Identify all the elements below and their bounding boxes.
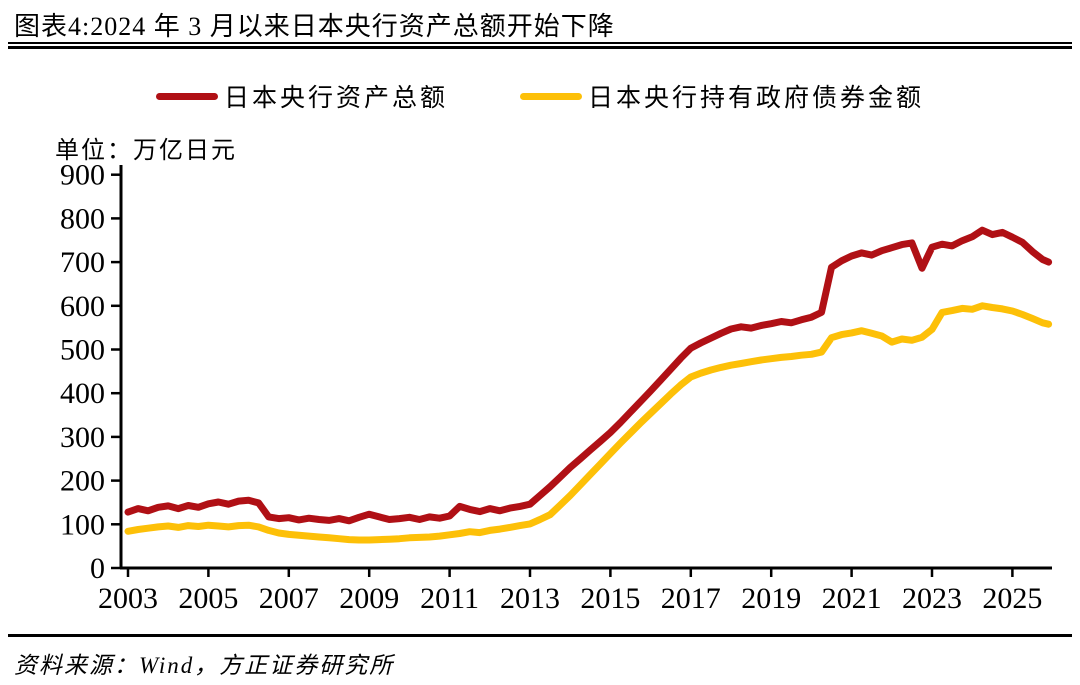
x-axis-tick-label: 2017 (661, 582, 721, 615)
x-axis-tick-label: 2023 (902, 582, 962, 615)
legend-item-total-assets: 日本央行资产总额 (155, 78, 448, 114)
x-axis-tick-label: 2015 (580, 582, 640, 615)
x-axis-tick-label: 2013 (500, 582, 560, 615)
y-axis-tick-label: 100 (60, 508, 105, 541)
y-axis-tick-label: 400 (60, 377, 105, 410)
x-axis-tick-label: 2019 (741, 582, 801, 615)
y-axis-tick-label: 300 (60, 421, 105, 454)
legend-swatch-jgb-holdings (520, 92, 582, 100)
y-axis-tick-label: 700 (60, 246, 105, 279)
x-axis-tick-label: 2007 (259, 582, 319, 615)
legend-item-jgb-holdings: 日本央行持有政府债券金额 (520, 78, 924, 114)
x-axis-tick-label: 2005 (178, 582, 238, 615)
unit-label: 单位：万亿日元 (55, 138, 237, 164)
y-axis-tick-label: 0 (90, 552, 105, 585)
series-line-total-assets (124, 226, 1053, 525)
legend-swatch-total-assets (155, 92, 218, 100)
line-chart: 0 100 200 300 400 500 600 700 800 900 2003 2005 2007… (60, 159, 1053, 615)
legend: 日本央行资产总额 日本央行持有政府债券金额 (0, 78, 1080, 114)
title-separator (8, 42, 1072, 49)
x-axis-tick-label: 2009 (339, 582, 399, 615)
legend-label-total-assets: 日本央行资产总额 (223, 85, 448, 112)
y-axis-tick-label: 900 (60, 159, 105, 192)
source-note: 资料来源：Wind，方正证券研究所 (14, 653, 395, 678)
series-line-jgb-holdings (124, 302, 1053, 544)
x-axis-tick-label: 2025 (982, 582, 1042, 615)
y-axis-tick-label: 200 (60, 465, 105, 498)
footer-separator (8, 634, 1072, 637)
legend-label-jgb-holdings: 日本央行持有政府债券金额 (588, 85, 925, 112)
x-axis-tick-label: 2011 (420, 582, 479, 615)
x-axis-tick-label: 2021 (822, 582, 882, 615)
figure-title: 图表4:2024 年 3 月以来日本央行资产总额开始下降 (14, 12, 615, 41)
y-axis-tick-label: 800 (60, 202, 105, 235)
y-axis-tick-label: 600 (60, 290, 105, 323)
x-axis-tick-label: 2003 (98, 582, 158, 615)
y-axis-tick-label: 500 (60, 334, 105, 367)
